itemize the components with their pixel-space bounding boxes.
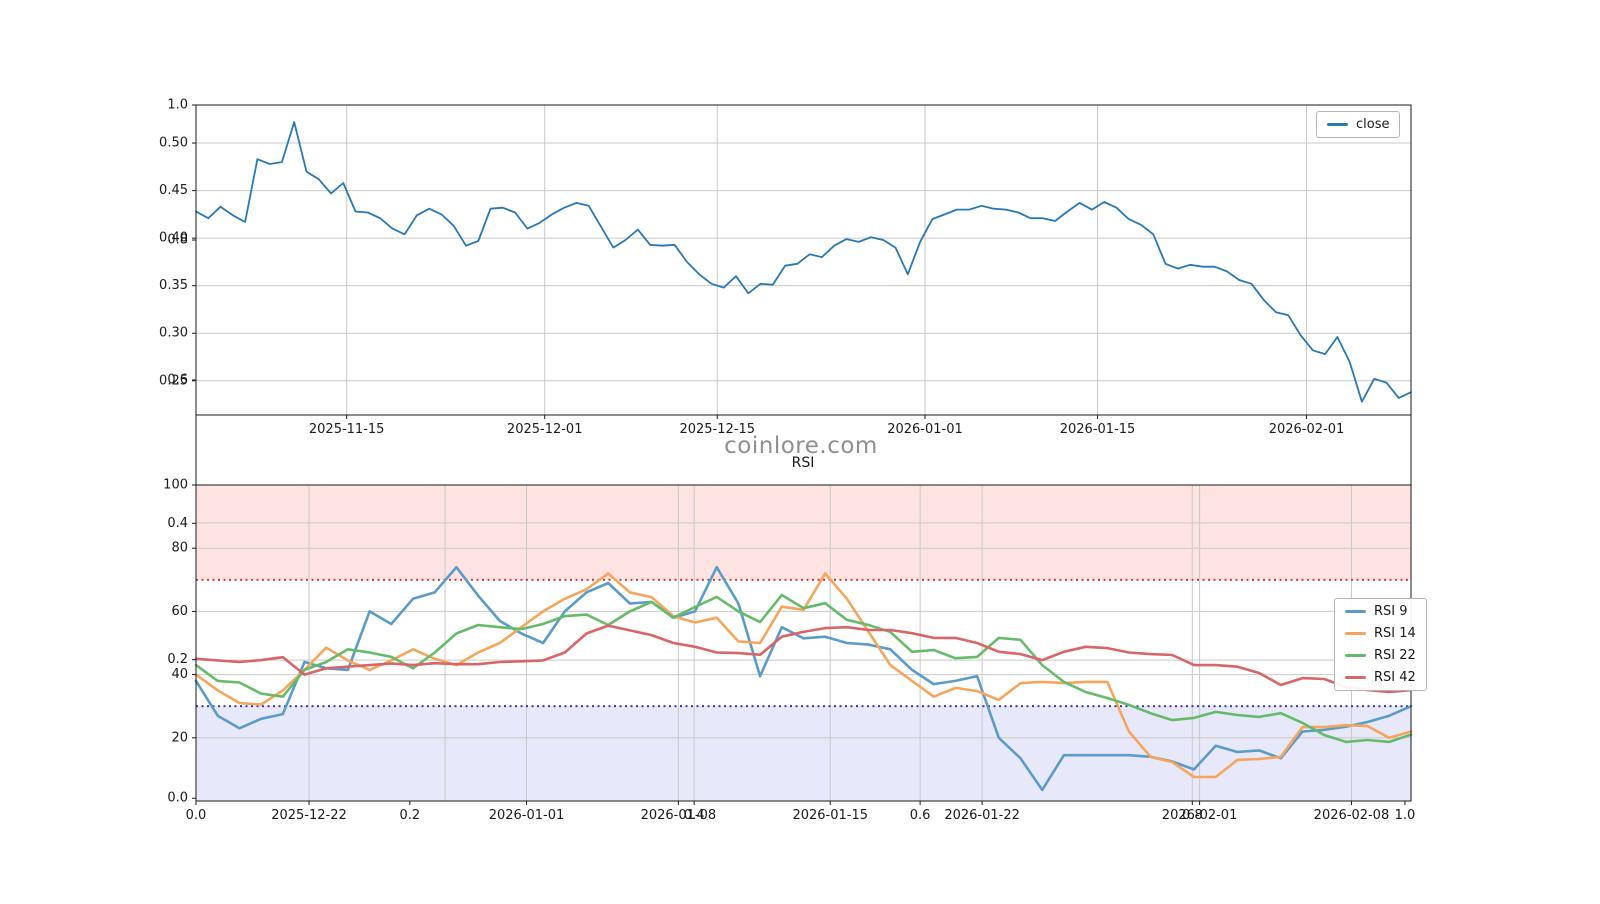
legend-label: RSI 14	[1374, 626, 1416, 641]
y-tick-label: 0.25	[159, 373, 188, 388]
x-tick-label: 2026-01-08	[641, 808, 717, 823]
x-tick-label: 2026-02-01	[1162, 808, 1238, 823]
x-tick-label: 2026-01-01	[887, 422, 963, 437]
y-tick-label: 80	[171, 541, 188, 556]
legend-item-rsi-14: RSI 14	[1345, 626, 1416, 641]
x-tick-label: 2025-12-22	[271, 808, 347, 823]
series-line-close	[195, 121, 1412, 403]
y-tick-label: 0.45	[159, 183, 188, 198]
overlay-x-tick-label: 0.6	[910, 808, 931, 823]
x-tick-label: 2026-02-08	[1314, 808, 1390, 823]
y-tick-label: 0.30	[159, 326, 188, 341]
rsi-chart-band-overbought	[196, 485, 1411, 580]
series-line-rsi-22	[194, 593, 1413, 744]
x-tick-label: 2025-12-15	[679, 422, 755, 437]
x-tick-label: 2026-01-15	[1060, 422, 1136, 437]
legend-label: RSI 42	[1374, 670, 1416, 685]
overlay-y-tick-label: 0.4	[167, 516, 188, 531]
overlay-axis-group: 1.0 0.8 0.6 0.4 0.2 0.0 0.0 0.2 0.4 0.6 0.8 1.0	[167, 98, 1415, 823]
overlay-y-tick-label: 0.6	[167, 372, 188, 387]
legend-item-rsi-22: RSI 22	[1345, 648, 1416, 663]
legend-line-swatch	[1345, 654, 1366, 657]
y-tick-label: 100	[163, 478, 188, 493]
series-line-rsi-14	[194, 572, 1413, 779]
overlay-y-tick-label: 1.0	[167, 98, 188, 113]
x-tick-label: 2026-02-01	[1269, 422, 1345, 437]
rsi-chart-title: RSI	[791, 455, 815, 471]
rsi-legend: RSI 9 RSI 14 RSI 22 RSI 42	[1334, 598, 1427, 691]
legend-item-rsi-42: RSI 42	[1345, 670, 1416, 685]
legend-line-swatch	[1345, 610, 1366, 613]
overlay-x-tick-label: 1.0	[1395, 808, 1416, 823]
legend-label: close	[1356, 117, 1390, 132]
x-tick-label: 2025-11-15	[309, 422, 385, 437]
overlay-x-tick-label: 0.4	[684, 808, 705, 823]
y-tick-label: 60	[171, 604, 188, 619]
x-tick-label: 2025-12-01	[507, 422, 583, 437]
overlay-y-tick-label: 0.8	[167, 233, 188, 248]
legend-line-swatch	[1345, 676, 1366, 679]
y-tick-label: 40	[171, 667, 188, 682]
overlay-x-tick-label: 0.2	[399, 808, 420, 823]
legend-item-rsi-9: RSI 9	[1345, 604, 1416, 619]
price-legend: close	[1316, 111, 1401, 138]
overlay-y-tick-label: 0.2	[167, 652, 188, 667]
y-tick-label: 0.35	[159, 278, 188, 293]
legend-label: RSI 9	[1374, 604, 1408, 619]
overlay-x-tick-label: 0.0	[186, 808, 207, 823]
legend-line-swatch	[1345, 632, 1366, 635]
y-tick-label: 0.40	[159, 231, 188, 246]
rsi-chart-band-oversold	[196, 706, 1411, 801]
y-tick-label: 20	[171, 730, 188, 745]
legend-item-close: close	[1327, 117, 1389, 132]
overlay-x-tick-label: 0.8	[1182, 808, 1203, 823]
y-tick-label: 0.50	[159, 136, 188, 151]
x-tick-label: 2026-01-15	[792, 808, 868, 823]
x-tick-label: 2026-01-01	[489, 808, 565, 823]
price-chart-group: 2025-11-15 2025-12-01 2025-12-15 2026-01-01…	[159, 104, 1412, 437]
watermark: coinlore.com	[724, 433, 878, 459]
x-tick-label: 2026-01-22	[944, 808, 1020, 823]
legend-label: RSI 22	[1374, 648, 1416, 663]
legend-line-swatch	[1327, 123, 1348, 126]
series-line-rsi-9	[194, 565, 1413, 792]
rsi-chart-group: 2025-12-22 2026-01-01 2026-01-08 2026-01-15…	[163, 478, 1413, 823]
overlay-y-tick-label: 0.0	[167, 791, 188, 806]
figure-border	[195, 104, 1412, 802]
series-line-rsi-42	[194, 624, 1413, 694]
